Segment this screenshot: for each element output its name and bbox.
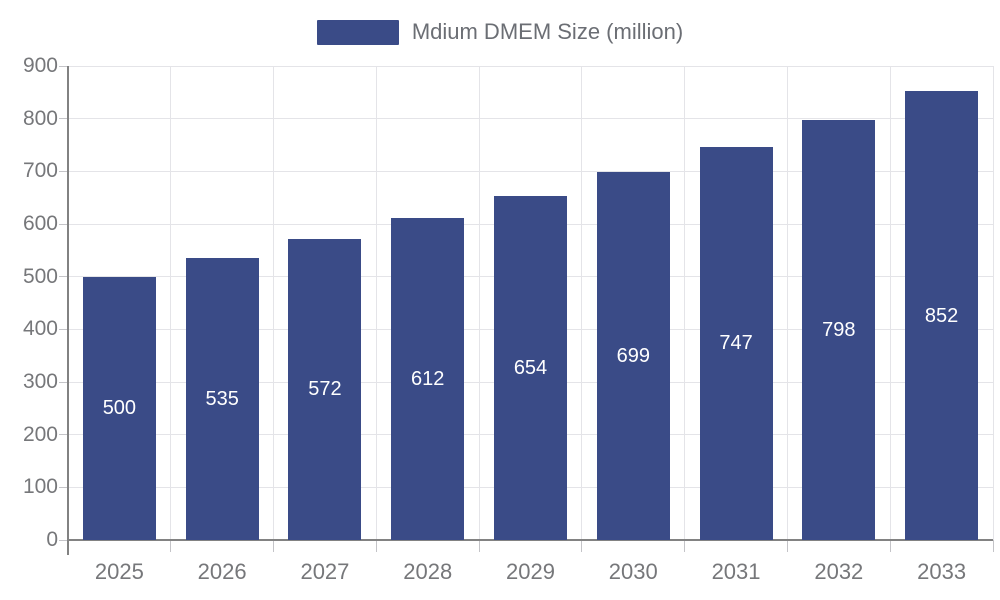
- y-axis-tick: [59, 170, 67, 172]
- x-axis-tick: [170, 540, 172, 552]
- gridline-vertical: [684, 66, 686, 540]
- bar[interactable]: [699, 146, 773, 540]
- y-axis-label: 600: [22, 212, 58, 235]
- x-axis-label: 2027: [300, 559, 350, 584]
- y-axis-label: 200: [22, 422, 58, 446]
- x-axis-label: 2033: [917, 559, 967, 584]
- y-axis-tick: [59, 118, 67, 120]
- gridline-vertical: [889, 66, 891, 540]
- y-axis-label: 700: [22, 159, 58, 183]
- bar[interactable]: [596, 171, 670, 540]
- legend-swatch: [316, 19, 399, 45]
- y-axis-tick: [59, 276, 67, 278]
- y-axis-tick: [59, 434, 67, 436]
- y-axis-label: 800: [22, 106, 58, 130]
- legend-label: Mdium DMEM Size (million): [411, 19, 684, 44]
- bar-value-label: 798: [822, 318, 856, 341]
- gridline-vertical: [273, 66, 275, 540]
- bar[interactable]: [391, 217, 465, 540]
- x-axis-label: 2032: [814, 559, 864, 584]
- bar-value-label: 500: [102, 397, 137, 420]
- x-axis-tick: [273, 540, 275, 552]
- x-axis-tick: [375, 540, 377, 552]
- x-axis-tick: [478, 540, 480, 552]
- bar-value-label: 535: [205, 388, 239, 411]
- y-axis-line: [67, 66, 69, 555]
- y-axis-tick: [59, 223, 67, 225]
- x-axis-label: 2028: [403, 559, 453, 584]
- x-axis-tick: [786, 540, 788, 552]
- bar-value-label: 699: [616, 344, 650, 367]
- bar[interactable]: [82, 276, 156, 540]
- bar-value-label: 852: [924, 304, 959, 327]
- bar-value-label: 747: [719, 332, 753, 355]
- bar-value-label: 654: [513, 356, 548, 379]
- x-axis-label: 2026: [197, 559, 247, 584]
- gridline-horizontal: [68, 170, 993, 172]
- x-axis-label: 2030: [608, 559, 658, 584]
- gridline-horizontal: [68, 65, 993, 67]
- x-axis-tick: [581, 540, 583, 552]
- x-axis-label: 2029: [506, 559, 555, 584]
- bar[interactable]: [494, 195, 567, 540]
- x-axis-label: 2025: [94, 559, 144, 584]
- legend[interactable]: Mdium DMEM Size (million): [0, 18, 1000, 46]
- gridline-vertical: [170, 66, 172, 540]
- y-axis-label: 0: [46, 528, 58, 551]
- bar[interactable]: [802, 119, 876, 540]
- y-axis-label: 400: [22, 317, 58, 341]
- y-axis-tick: [59, 328, 67, 330]
- gridline-vertical: [375, 66, 377, 540]
- y-axis-tick: [59, 539, 67, 541]
- gridline-vertical: [581, 66, 583, 540]
- bar[interactable]: [288, 238, 362, 540]
- x-axis-tick: [992, 540, 994, 552]
- bar-value-label: 572: [308, 378, 342, 401]
- y-axis-label: 100: [22, 475, 58, 499]
- x-axis-tick: [684, 540, 686, 552]
- bar[interactable]: [905, 91, 979, 540]
- x-axis-tick: [889, 540, 891, 552]
- gridline-vertical: [478, 66, 480, 540]
- y-axis-label: 500: [22, 264, 58, 288]
- gridline-vertical: [992, 66, 994, 540]
- bar[interactable]: [185, 258, 259, 540]
- gridline-vertical: [786, 66, 788, 540]
- gridline-horizontal: [68, 118, 993, 120]
- y-axis-label: 900: [22, 54, 58, 77]
- y-axis-tick: [59, 486, 67, 488]
- x-axis-line: [68, 539, 993, 541]
- y-axis-tick: [59, 381, 67, 383]
- bar-value-label: 612: [411, 367, 445, 390]
- y-axis-tick: [59, 65, 67, 67]
- y-axis-label: 300: [22, 370, 58, 393]
- x-axis-label: 2031: [711, 559, 761, 584]
